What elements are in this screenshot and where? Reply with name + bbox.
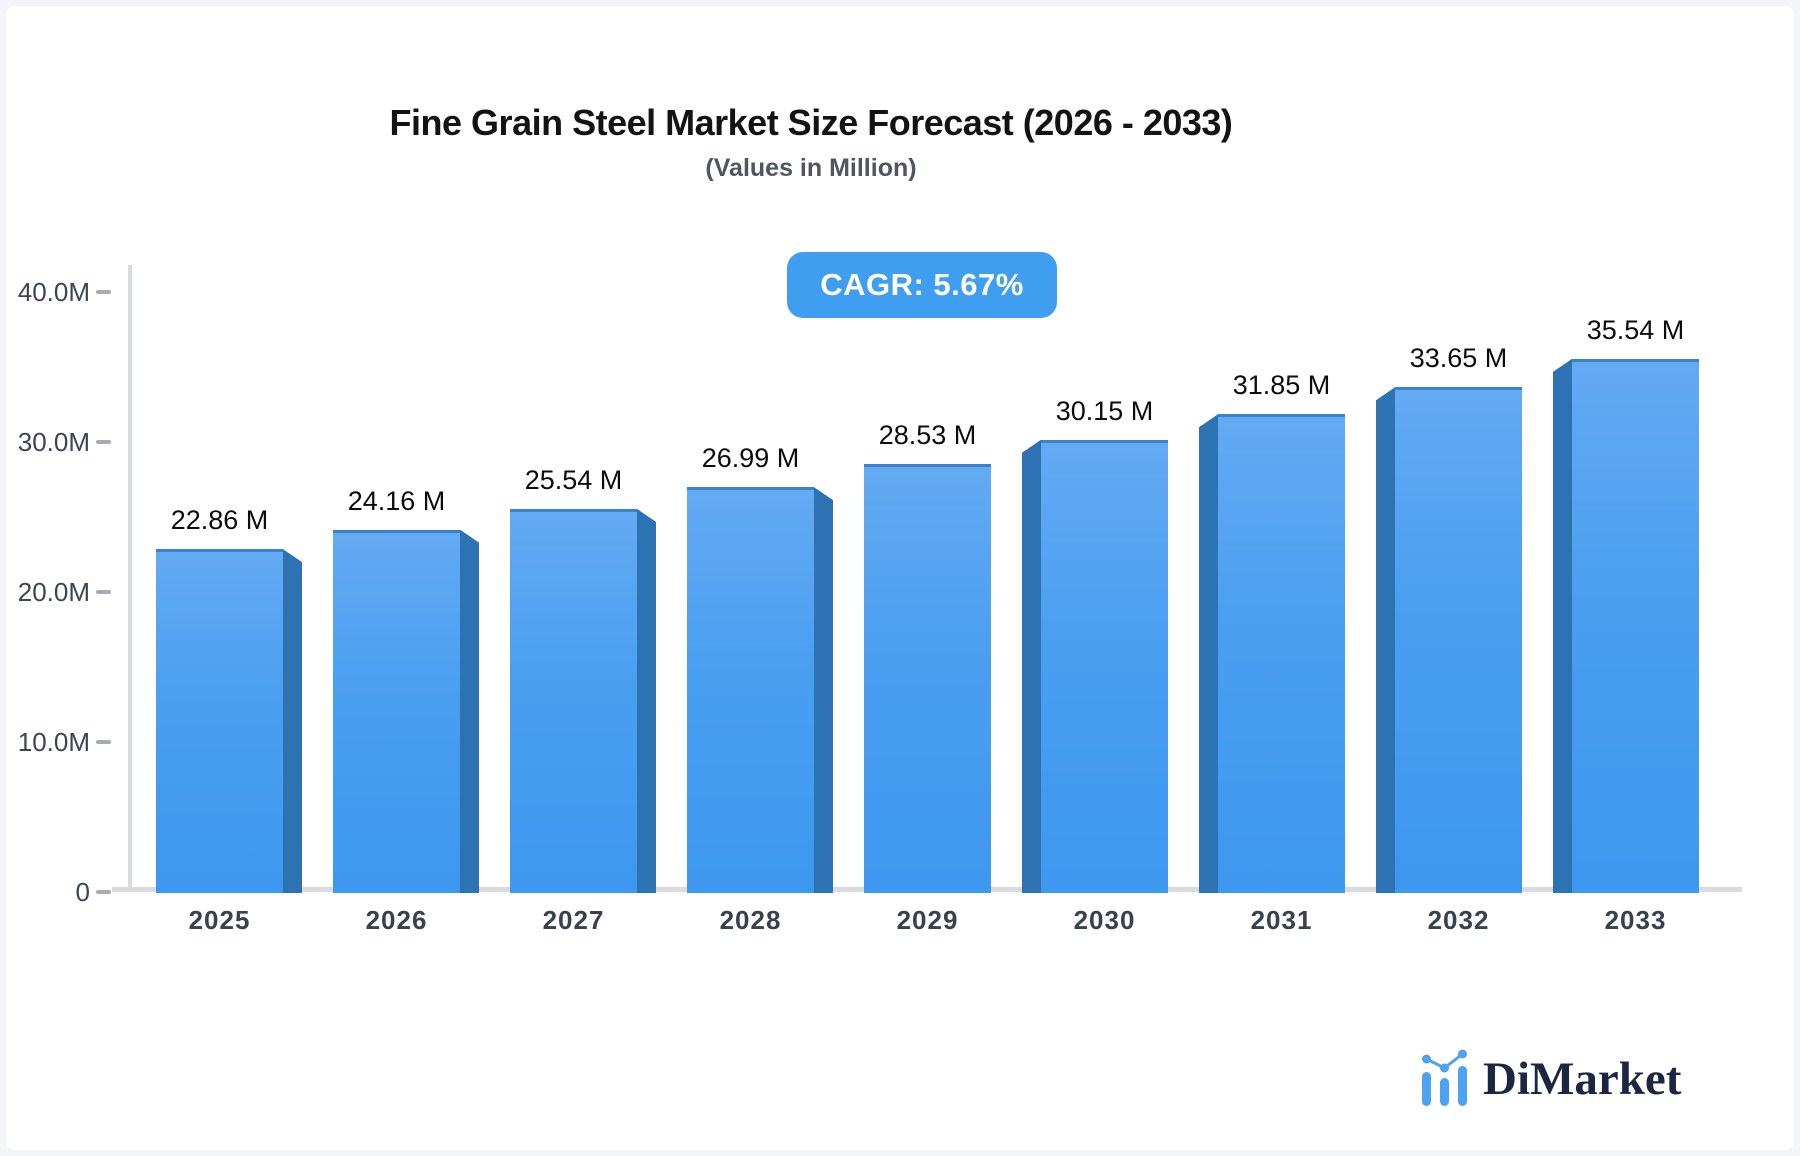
bar-2029[interactable] — [864, 464, 991, 893]
bar-value-label-2033: 35.54 M — [1586, 314, 1685, 345]
x-axis-label-2031: 2031 — [1250, 905, 1313, 935]
bar-chart-logo-icon — [1422, 1049, 1467, 1106]
bar-2033[interactable] — [1572, 358, 1699, 893]
bar-2028[interactable] — [687, 487, 814, 893]
y-axis-tick-0 — [96, 890, 111, 894]
bar-value-label-2030: 30.15 M — [1055, 395, 1154, 426]
bar-value-label-2029: 28.53 M — [878, 420, 977, 451]
x-axis-label-2028: 2028 — [719, 905, 782, 935]
plot-area: 0 10.0M 20.0M 30.0M 40.0M 22.86 M 2025 24.16 M… — [6, 6, 1794, 1150]
y-axis-tick-40.0M — [96, 290, 111, 294]
y-axis-tick-30.0M — [96, 440, 111, 444]
y-axis-tick-20.0M — [96, 590, 111, 594]
bar-side-2030 — [1022, 439, 1041, 893]
x-axis-label-2026: 2026 — [365, 905, 428, 935]
bar-value-label-2027: 25.54 M — [524, 464, 623, 495]
x-axis-label-2027: 2027 — [542, 905, 605, 935]
y-axis-tick-10.0M — [96, 740, 111, 744]
bar-value-label-2031: 31.85 M — [1232, 370, 1331, 401]
bar-side-2033 — [1553, 358, 1572, 893]
x-axis-label-2029: 2029 — [896, 905, 959, 935]
y-axis-label-10.0M: 10.0M — [17, 727, 90, 757]
bar-value-label-2032: 33.65 M — [1409, 343, 1508, 374]
y-axis-label-30.0M: 30.0M — [17, 427, 90, 457]
bar-side-2025 — [283, 549, 302, 893]
y-axis-line — [128, 265, 132, 892]
chart-subtitle: (Values in Million) — [705, 154, 917, 182]
bar-2030[interactable] — [1041, 439, 1168, 893]
bar-2032[interactable] — [1395, 387, 1522, 893]
bar-2031[interactable] — [1218, 414, 1345, 893]
logo: DiMarket — [1421, 1048, 1681, 1108]
x-axis-label-2030: 2030 — [1073, 905, 1136, 935]
bar-2026[interactable] — [333, 529, 460, 893]
bar-side-2031 — [1199, 414, 1218, 893]
bar-2025[interactable] — [156, 549, 283, 893]
bar-2027[interactable] — [510, 508, 637, 893]
bar-value-label-2026: 24.16 M — [347, 485, 446, 516]
x-axis-label-2033: 2033 — [1604, 905, 1667, 935]
bar-side-2032 — [1376, 387, 1395, 893]
cagr-badge: CAGR: 5.67% — [787, 252, 1057, 318]
logo-text: DiMarket — [1483, 1053, 1682, 1105]
bar-side-2028 — [814, 487, 833, 893]
chart-card: Fine Grain Steel Market Size Forecast (2… — [6, 6, 1794, 1150]
x-axis-label-2032: 2032 — [1427, 905, 1490, 935]
x-axis-label-2025: 2025 — [188, 905, 251, 935]
chart-title: Fine Grain Steel Market Size Forecast (2… — [389, 102, 1233, 143]
y-axis-label-40.0M: 40.0M — [17, 277, 90, 307]
bar-value-label-2028: 26.99 M — [701, 443, 800, 474]
y-axis-label-20.0M: 20.0M — [17, 577, 90, 607]
y-axis-label-0: 0 — [75, 877, 90, 907]
bar-value-label-2025: 22.86 M — [170, 505, 269, 536]
bar-side-2026 — [460, 529, 479, 893]
bar-side-2027 — [637, 508, 656, 893]
